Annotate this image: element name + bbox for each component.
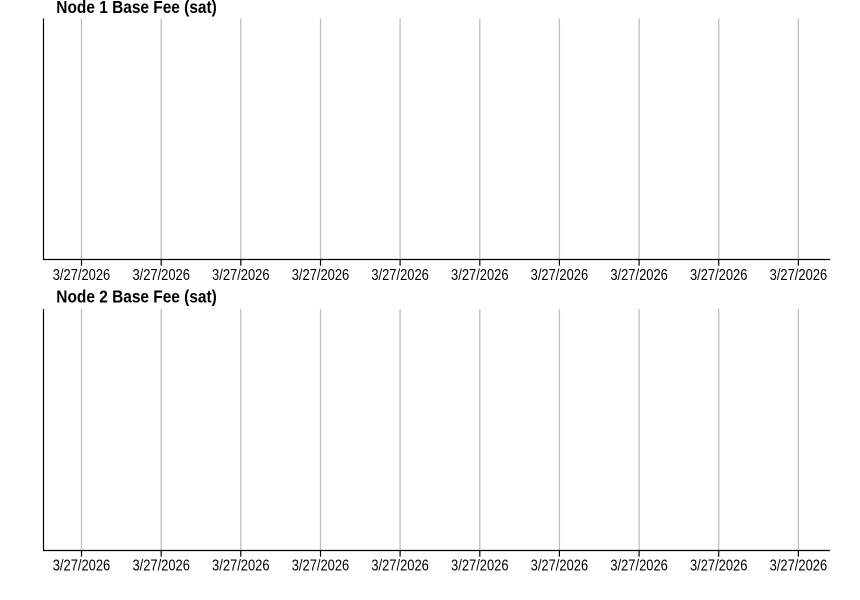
svg-text:Node 1 Base Fee (sat): Node 1 Base Fee (sat) — [56, 0, 217, 17]
svg-text:3/27/2026: 3/27/2026 — [53, 557, 111, 574]
svg-text:3/27/2026: 3/27/2026 — [770, 557, 828, 574]
svg-text:3/27/2026: 3/27/2026 — [770, 267, 828, 284]
svg-text:3/27/2026: 3/27/2026 — [690, 267, 748, 284]
svg-text:3/27/2026: 3/27/2026 — [371, 267, 429, 284]
svg-text:3/27/2026: 3/27/2026 — [531, 557, 589, 574]
svg-text:3/27/2026: 3/27/2026 — [53, 267, 111, 284]
svg-text:Node 2 Base Fee (sat): Node 2 Base Fee (sat) — [56, 286, 217, 306]
svg-text:3/27/2026: 3/27/2026 — [212, 557, 270, 574]
svg-text:3/27/2026: 3/27/2026 — [531, 267, 589, 284]
svg-text:3/27/2026: 3/27/2026 — [292, 267, 350, 284]
svg-text:3/27/2026: 3/27/2026 — [292, 557, 350, 574]
svg-text:3/27/2026: 3/27/2026 — [132, 267, 190, 284]
svg-text:3/27/2026: 3/27/2026 — [610, 557, 668, 574]
svg-text:3/27/2026: 3/27/2026 — [610, 267, 668, 284]
svg-text:3/27/2026: 3/27/2026 — [690, 557, 748, 574]
svg-text:3/27/2026: 3/27/2026 — [451, 557, 509, 574]
svg-text:3/27/2026: 3/27/2026 — [451, 267, 509, 284]
svg-text:3/27/2026: 3/27/2026 — [212, 267, 270, 284]
svg-text:3/27/2026: 3/27/2026 — [132, 557, 190, 574]
svg-text:3/27/2026: 3/27/2026 — [371, 557, 429, 574]
